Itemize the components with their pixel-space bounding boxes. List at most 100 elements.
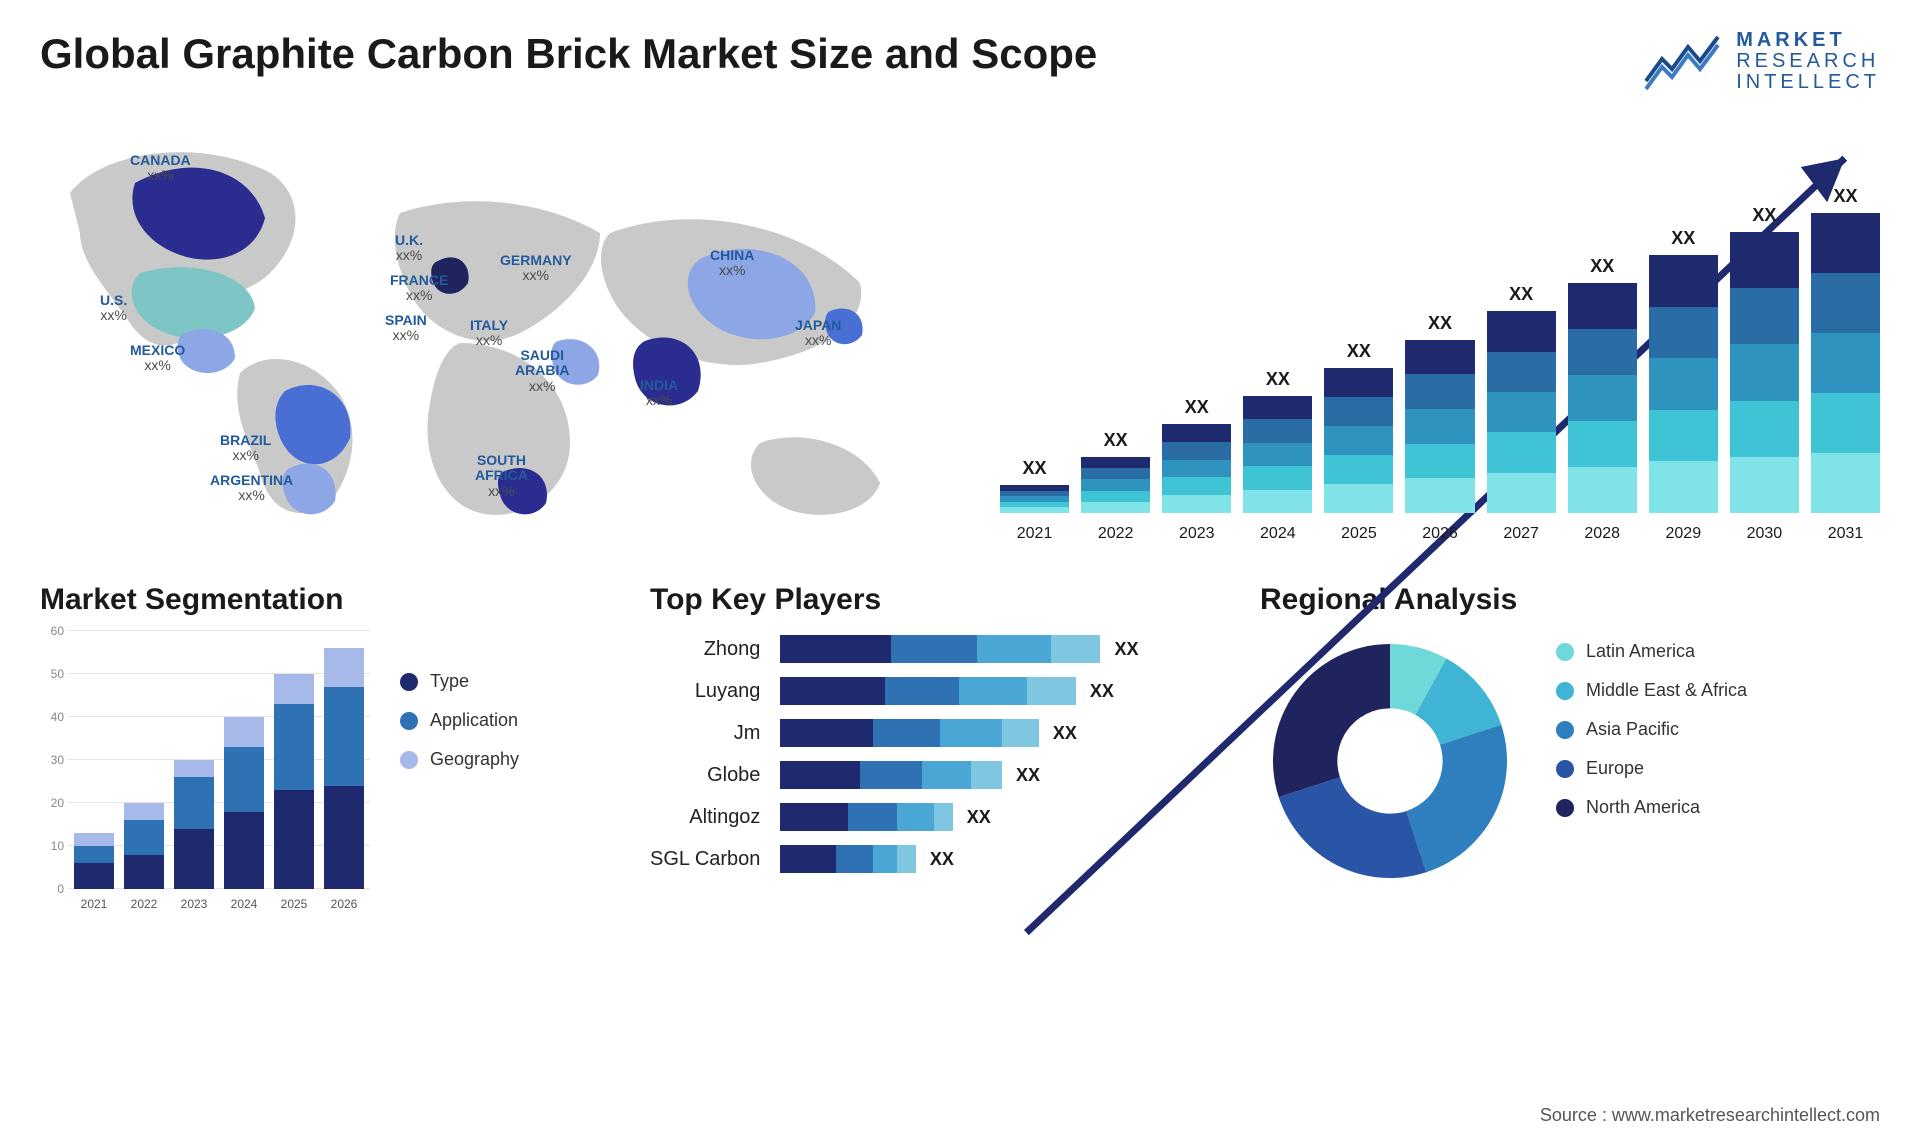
regional-panel: Regional Analysis Latin America Middle Ea…	[1260, 583, 1880, 911]
seg-bar	[224, 717, 264, 889]
logo-mark-icon	[1644, 31, 1722, 93]
key-players-title: Top Key Players	[650, 583, 1210, 617]
map-label: U.S.xx%	[100, 293, 127, 324]
source-citation: Source : www.marketresearchintellect.com	[1540, 1105, 1880, 1126]
top-row: CANADAxx%U.S.xx%MEXICOxx%BRAZILxx%ARGENT…	[40, 123, 1880, 543]
regional-donut-chart	[1260, 631, 1520, 891]
growth-bar-value: XX	[1590, 256, 1614, 277]
seg-ytick: 50	[40, 667, 64, 681]
growth-bar: XX	[1568, 256, 1637, 513]
kp-name: Zhong	[704, 635, 761, 663]
map-label: JAPANxx%	[795, 318, 841, 349]
seg-bar	[174, 760, 214, 889]
seg-ytick: 60	[40, 624, 64, 638]
seg-bar	[124, 803, 164, 889]
legend-item: Geography	[400, 749, 519, 770]
segmentation-bars	[68, 631, 370, 889]
growth-bar: XX	[1243, 369, 1312, 513]
growth-bar-value: XX	[1671, 228, 1695, 249]
seg-xlabel: 2021	[74, 897, 114, 911]
regional-title: Regional Analysis	[1260, 583, 1880, 617]
growth-bar-value: XX	[1833, 186, 1857, 207]
legend-item: Europe	[1556, 758, 1747, 779]
logo-line-3: INTELLECT	[1736, 72, 1880, 93]
seg-xlabel: 2024	[224, 897, 264, 911]
segmentation-legend: TypeApplicationGeography	[400, 631, 519, 911]
growth-bar: XX	[1487, 284, 1556, 513]
growth-xlabel: 2023	[1162, 525, 1231, 543]
growth-xlabel: 2021	[1000, 525, 1069, 543]
seg-bar	[74, 833, 114, 889]
growth-bar-value: XX	[1752, 205, 1776, 226]
brand-logo: MARKET RESEARCH INTELLECT	[1644, 30, 1880, 93]
key-players-panel: Top Key Players ZhongLuyangJmGlobeAlting…	[650, 583, 1210, 911]
growth-bar-value: XX	[1428, 313, 1452, 334]
donut-slice	[1273, 644, 1390, 797]
key-players-names: ZhongLuyangJmGlobeAltingozSGL Carbon	[650, 631, 760, 873]
growth-xlabel: 2030	[1730, 525, 1799, 543]
growth-bar: XX	[1000, 458, 1069, 513]
growth-bar-value: XX	[1023, 458, 1047, 479]
segmentation-xlabels: 2021 2022 2023 2024 2025 2026	[68, 897, 370, 911]
header: Global Graphite Carbon Brick Market Size…	[40, 30, 1880, 93]
legend-item: Asia Pacific	[1556, 719, 1747, 740]
growth-xlabel: 2024	[1243, 525, 1312, 543]
growth-bar-value: XX	[1185, 397, 1209, 418]
kp-value: XX	[967, 807, 991, 828]
segmentation-yaxis: 0102030405060	[40, 631, 68, 889]
kp-value: XX	[930, 849, 954, 870]
growth-xlabel: 2031	[1811, 525, 1880, 543]
key-players-bars: XX XX XX XX XX XX	[780, 631, 1210, 873]
growth-xlabels: 2021202220232024202520262027202820292030…	[1000, 525, 1880, 543]
logo-line-1: MARKET	[1736, 30, 1880, 51]
page-title: Global Graphite Carbon Brick Market Size…	[40, 30, 1097, 78]
growth-xlabel: 2022	[1081, 525, 1150, 543]
growth-bar-value: XX	[1266, 369, 1290, 390]
growth-xlabel: 2028	[1568, 525, 1637, 543]
map-label: CANADAxx%	[130, 153, 191, 184]
growth-bar-value: XX	[1347, 341, 1371, 362]
seg-xlabel: 2026	[324, 897, 364, 911]
seg-ytick: 30	[40, 753, 64, 767]
seg-bar	[274, 674, 314, 889]
seg-ytick: 20	[40, 796, 64, 810]
growth-bar: XX	[1811, 186, 1880, 513]
map-label: BRAZILxx%	[220, 433, 271, 464]
map-label: CHINAxx%	[710, 248, 754, 279]
kp-row: XX	[780, 845, 1210, 873]
growth-bars: XX XX XX XX XX XX XX XX XX XX XX	[1000, 173, 1880, 513]
kp-name: Altingoz	[689, 803, 760, 831]
seg-xlabel: 2025	[274, 897, 314, 911]
legend-item: Latin America	[1556, 641, 1747, 662]
legend-item: North America	[1556, 797, 1747, 818]
seg-xlabel: 2022	[124, 897, 164, 911]
map-label: U.K.xx%	[395, 233, 423, 264]
growth-bar: XX	[1081, 430, 1150, 513]
kp-name: Luyang	[695, 677, 761, 705]
kp-value: XX	[1053, 723, 1077, 744]
kp-row: XX	[780, 761, 1210, 789]
growth-bar-value: XX	[1509, 284, 1533, 305]
kp-row: XX	[780, 719, 1210, 747]
map-label: SAUDIARABIAxx%	[515, 348, 569, 394]
growth-bar: XX	[1649, 228, 1718, 513]
segmentation-panel: Market Segmentation 0102030405060 202120…	[40, 583, 600, 911]
logo-line-2: RESEARCH	[1736, 51, 1880, 72]
kp-row: XX	[780, 803, 1210, 831]
kp-row: XX	[780, 677, 1210, 705]
legend-item: Middle East & Africa	[1556, 680, 1747, 701]
logo-text: MARKET RESEARCH INTELLECT	[1736, 30, 1880, 93]
map-label: SOUTHAFRICAxx%	[475, 453, 528, 499]
seg-xlabel: 2023	[174, 897, 214, 911]
kp-name: SGL Carbon	[650, 845, 760, 873]
map-label: INDIAxx%	[640, 378, 678, 409]
growth-xlabel: 2027	[1487, 525, 1556, 543]
growth-chart: XX XX XX XX XX XX XX XX XX XX XX 2021 2022 2023 2024 2…	[1000, 123, 1880, 543]
donut-slice	[1406, 725, 1507, 872]
map-label: MEXICOxx%	[130, 343, 185, 374]
map-label: ITALYxx%	[470, 318, 508, 349]
growth-bar: XX	[1405, 313, 1474, 513]
kp-value: XX	[1090, 681, 1114, 702]
kp-row: XX	[780, 635, 1210, 663]
map-label: GERMANYxx%	[500, 253, 572, 284]
